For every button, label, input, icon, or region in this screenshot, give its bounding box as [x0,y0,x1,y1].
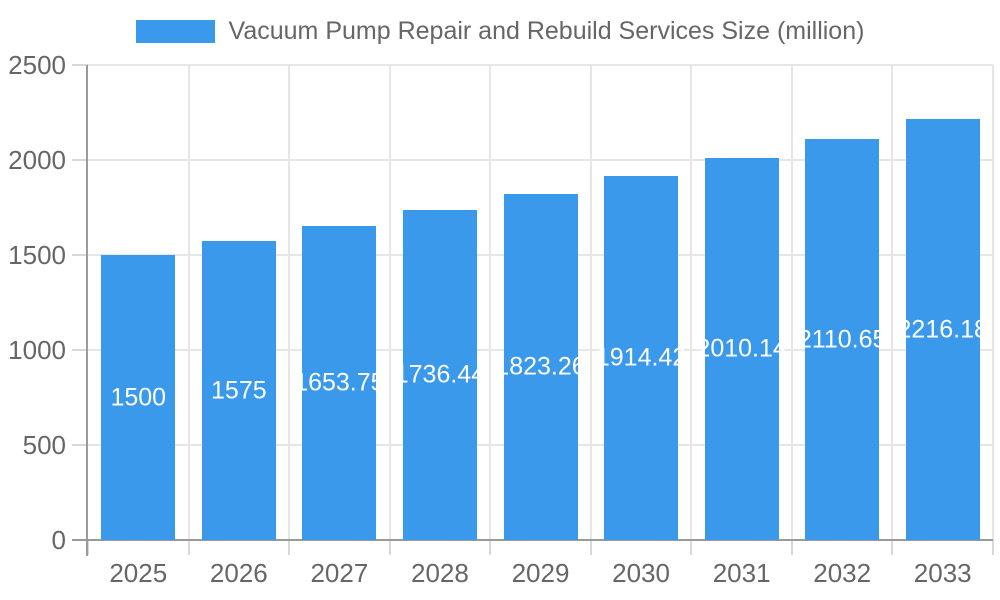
legend-label: Vacuum Pump Repair and Rebuild Services … [228,17,865,45]
bar-value-label: 1823.26 [495,352,586,381]
y-tick-mark [72,444,88,446]
x-tick-mark [188,540,190,555]
x-tick-mark [690,540,692,555]
bar-value-label: 2216.18 [897,315,988,343]
bar-2029[interactable] [504,194,578,540]
y-axis-label: 2000 [8,145,66,175]
x-axis-line [72,539,993,541]
bar-value-label: 1575 [211,376,267,404]
bar-2030[interactable] [604,176,678,540]
y-axis-label: 1000 [8,335,66,365]
x-gridline [891,65,893,540]
y-axis-label: 500 [22,430,66,460]
bar-value-label: 1736.44 [394,360,486,389]
bar-2027[interactable] [302,226,376,540]
x-gridline [389,65,391,540]
y-axis-label: 2500 [8,50,66,80]
x-axis-label: 2028 [411,558,469,588]
bar-2025[interactable] [101,255,175,540]
bar-2026[interactable] [202,241,276,540]
bar-value-label: 1500 [110,383,167,411]
x-tick-mark [791,540,793,555]
x-tick-mark [891,540,893,555]
x-tick-mark [87,540,89,555]
x-gridline [489,65,491,540]
y-tick-mark [72,64,88,66]
y-gridline [88,159,993,161]
x-axis-label: 2026 [209,558,268,588]
x-gridline [590,65,592,540]
legend-swatch [135,20,215,43]
x-tick-mark [489,540,491,555]
x-axis-label: 2027 [310,558,369,588]
x-tick-mark [389,540,391,555]
x-tick-mark [288,540,290,555]
bar-value-label: 1914.42 [595,343,687,372]
x-gridline [791,65,793,540]
x-axis-label: 2025 [109,558,168,588]
bar-value-label: 2010.14 [696,334,787,363]
bar-2028[interactable] [403,210,477,540]
y-gridline [88,64,993,66]
x-axis-label: 2032 [813,558,872,588]
legend[interactable]: Vacuum Pump Repair and Rebuild Services … [0,0,1000,45]
x-axis-label: 2030 [612,558,670,588]
y-tick-mark [72,159,88,161]
bar-2032[interactable] [805,139,879,540]
x-gridline [288,65,290,540]
bar-2031[interactable] [705,158,779,540]
x-axis-label: 2033 [913,558,972,588]
bar-2033[interactable] [906,119,980,540]
bar-value-label: 2110.65 [797,325,887,353]
x-axis-label: 2029 [511,558,570,588]
x-axis-label: 2031 [712,558,771,588]
x-gridline [690,65,692,540]
x-gridline [188,65,190,540]
y-tick-mark [72,349,88,351]
x-tick-mark [992,540,994,555]
bar-value-label: 1653.75 [294,368,385,397]
y-axis-label: 1500 [8,240,66,270]
x-tick-mark [590,540,592,555]
y-tick-mark [72,254,88,256]
y-axis-line [86,65,88,556]
x-gridline [992,65,994,540]
y-axis-label: 0 [51,525,66,555]
